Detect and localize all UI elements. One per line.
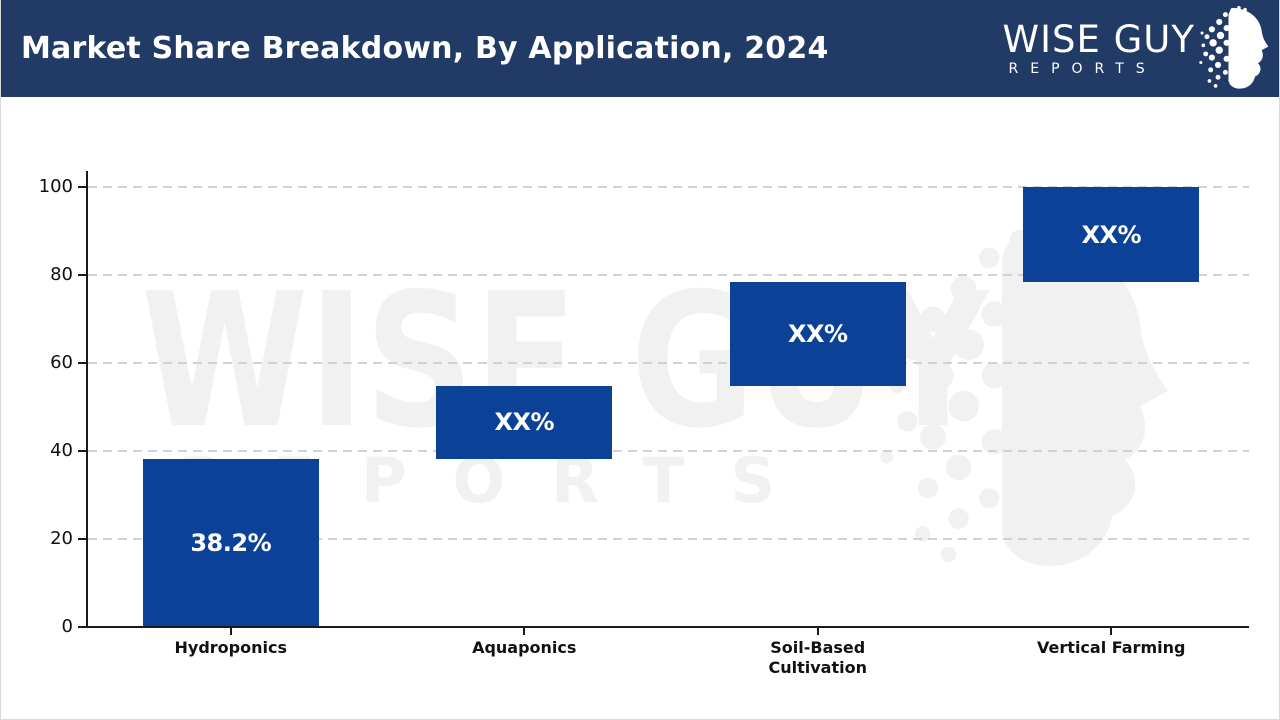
header-bar: Market Share Breakdown, By Application, … — [1, 0, 1279, 97]
logo-wordmark: WISE GUY — [1002, 18, 1195, 61]
y-axis-tick-mark — [78, 538, 86, 540]
y-axis-tick-mark — [78, 626, 86, 628]
y-axis-tick-mark — [78, 362, 86, 364]
gridline-y20 — [88, 538, 1249, 540]
y-axis-tick-label: 80 — [50, 264, 73, 285]
gridline-y100 — [88, 186, 1249, 188]
y-axis-tick-label: 60 — [50, 352, 73, 373]
logo-tagline: REPORTS — [1008, 61, 1157, 77]
gridline-y80 — [88, 274, 1249, 276]
x-axis-tick-label: Vertical Farming — [1037, 638, 1186, 657]
x-axis-tick-mark — [1110, 628, 1113, 635]
logo-face-dots-icon — [1197, 6, 1271, 92]
x-axis-tick-mark — [229, 628, 232, 635]
wiseguy-logo: WISE GUY REPORTS — [1003, 0, 1271, 97]
bar-soil-based-cultivation: XX% — [729, 282, 906, 386]
chart-title: Market Share Breakdown, By Application, … — [21, 31, 829, 66]
bar-vertical-farming: XX% — [1023, 187, 1200, 283]
bar-hydroponics: 38.2% — [142, 458, 319, 627]
y-axis-tick-mark — [78, 274, 86, 276]
y-axis-tick-mark — [78, 186, 86, 188]
bar-value-label: XX% — [787, 319, 848, 348]
y-axis-line — [86, 171, 88, 628]
y-axis-tick-label: 0 — [61, 616, 73, 637]
bar-value-label: XX% — [1081, 220, 1142, 249]
bar-value-label: XX% — [494, 408, 555, 437]
x-axis-tick-label: Hydroponics — [174, 638, 287, 657]
y-axis-tick-label: 100 — [38, 176, 73, 197]
x-axis-tick-label: Soil-Based Cultivation — [768, 638, 868, 677]
x-axis-line — [86, 626, 1249, 628]
gridline-y40 — [88, 450, 1249, 452]
bar-value-label: 38.2% — [190, 528, 272, 557]
y-axis-tick-label: 40 — [50, 440, 73, 461]
x-axis-tick-mark — [523, 628, 526, 635]
gridline-y60 — [88, 362, 1249, 364]
x-axis-tick-mark — [816, 628, 819, 635]
logo-text: WISE GUY REPORTS — [1002, 18, 1195, 78]
y-axis-tick-mark — [78, 450, 86, 452]
y-axis-tick-label: 20 — [50, 528, 73, 549]
x-axis-tick-label: Aquaponics — [472, 638, 577, 657]
bar-aquaponics: XX% — [436, 385, 613, 459]
